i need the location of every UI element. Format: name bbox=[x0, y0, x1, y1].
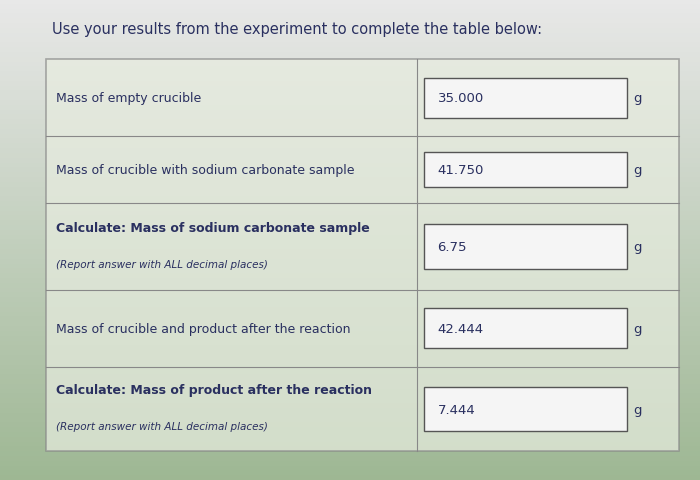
FancyBboxPatch shape bbox=[46, 60, 679, 451]
Text: 41.750: 41.750 bbox=[438, 164, 484, 177]
Text: g: g bbox=[634, 164, 642, 177]
Text: 35.000: 35.000 bbox=[438, 92, 484, 105]
FancyBboxPatch shape bbox=[424, 387, 626, 431]
Text: Calculate: Mass of sodium carbonate sample: Calculate: Mass of sodium carbonate samp… bbox=[56, 221, 370, 235]
Text: 6.75: 6.75 bbox=[438, 240, 467, 254]
Text: Mass of crucible with sodium carbonate sample: Mass of crucible with sodium carbonate s… bbox=[56, 164, 354, 177]
FancyBboxPatch shape bbox=[424, 153, 626, 188]
Text: g: g bbox=[634, 240, 642, 254]
Text: g: g bbox=[634, 322, 642, 336]
Text: (Report answer with ALL decimal places): (Report answer with ALL decimal places) bbox=[56, 259, 268, 269]
Text: Mass of empty crucible: Mass of empty crucible bbox=[56, 92, 202, 105]
Text: (Report answer with ALL decimal places): (Report answer with ALL decimal places) bbox=[56, 421, 268, 431]
FancyBboxPatch shape bbox=[424, 309, 626, 349]
Text: g: g bbox=[634, 403, 642, 416]
Text: Use your results from the experiment to complete the table below:: Use your results from the experiment to … bbox=[52, 22, 542, 36]
FancyBboxPatch shape bbox=[424, 225, 626, 270]
Text: 7.444: 7.444 bbox=[438, 403, 475, 416]
Text: 42.444: 42.444 bbox=[438, 322, 484, 336]
Text: g: g bbox=[634, 92, 642, 105]
Text: Calculate: Mass of product after the reaction: Calculate: Mass of product after the rea… bbox=[56, 384, 372, 396]
Text: Mass of crucible and product after the reaction: Mass of crucible and product after the r… bbox=[56, 322, 351, 336]
FancyBboxPatch shape bbox=[424, 78, 626, 119]
